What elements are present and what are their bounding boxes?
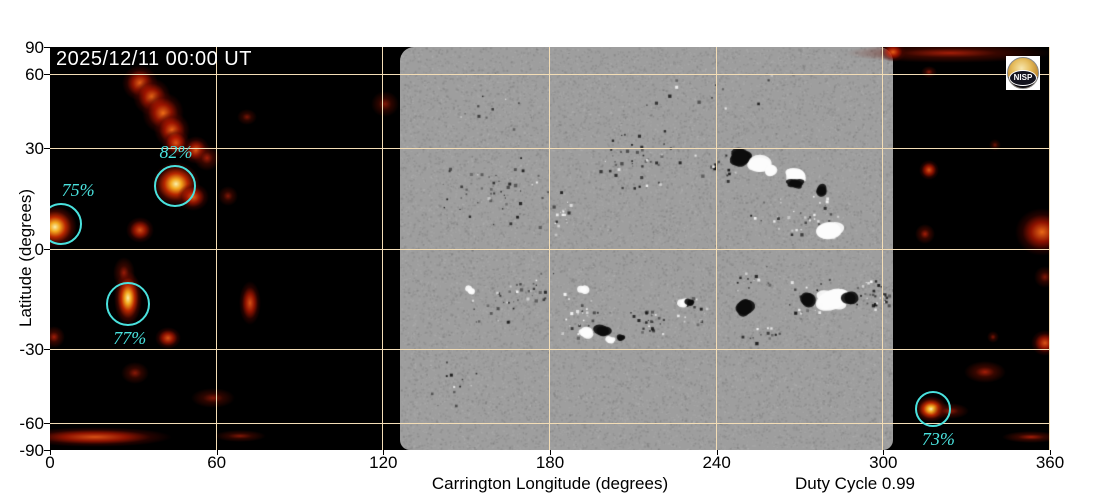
farside-signal-blob — [142, 92, 184, 134]
x-axis-tick — [717, 450, 718, 455]
gridline — [50, 74, 1050, 75]
x-axis-tick-label: 300 — [869, 453, 898, 472]
gridline — [50, 249, 1050, 250]
x-axis-tick — [550, 450, 551, 455]
x-axis-tick-label: 120 — [369, 453, 398, 472]
observation-date-label: 2025/12/11 00:00 UT — [56, 48, 252, 70]
detection-circle — [154, 165, 196, 208]
x-axis-tick-label: 60 — [207, 453, 227, 472]
x-axis-tick-label: 180 — [535, 453, 565, 472]
detection-probability-label: 73% — [921, 429, 955, 450]
plot-area: 75% 82% 77% 73% 2025/12/11 00:00 UT NISP — [50, 47, 1050, 450]
duty-cycle-label: Duty Cycle 0.99 — [795, 474, 915, 493]
farside-signal-blob — [125, 217, 155, 243]
detection-probability-label: 82% — [159, 142, 193, 163]
detection-circle — [915, 391, 952, 428]
y-axis-tick-label: 90 — [25, 38, 44, 57]
x-axis-tick — [883, 450, 884, 455]
detection-probability-label: 75% — [61, 179, 95, 200]
farside-signal-blob — [919, 160, 939, 180]
x-axis-tick — [1050, 450, 1051, 455]
farside-signal-blob — [1002, 430, 1050, 444]
y-axis-label: Latitude (degrees) — [16, 189, 35, 327]
farside-signal-blob — [237, 109, 257, 125]
detection-probability-label: 77% — [113, 328, 147, 349]
y-axis-tick-label: -30 — [19, 340, 44, 360]
farside-signal-blob — [1033, 265, 1050, 289]
farside-signal-blob — [921, 65, 937, 79]
farside-signal-blob — [218, 186, 238, 206]
farside-signal-blob — [190, 388, 236, 408]
farside-signal-blob — [988, 138, 1002, 152]
farside-signal-blob — [155, 326, 181, 350]
x-axis-tick — [383, 450, 384, 455]
x-axis-label: Carrington Longitude (degrees) — [431, 474, 669, 493]
farside-signal-blob — [132, 77, 172, 117]
x-axis-tick — [217, 450, 218, 455]
y-axis-tick — [44, 450, 50, 451]
detection-circle — [50, 202, 83, 245]
gridline — [1049, 47, 1050, 450]
x-axis-tick-label: 240 — [702, 453, 731, 472]
farside-signal-blob — [986, 330, 1000, 344]
farside-signal-blob — [50, 325, 66, 349]
x-axis-tick — [50, 450, 51, 455]
y-axis-tick-label: 0 — [34, 239, 44, 259]
farside-signal-blob — [50, 427, 172, 447]
nearside-magnetogram-region — [400, 47, 893, 450]
y-axis-tick-label: -90 — [19, 441, 44, 460]
gridline — [50, 423, 1050, 424]
farside-signal-blob — [915, 224, 935, 244]
y-axis-tick-label: 30 — [25, 138, 44, 158]
gridline — [382, 47, 383, 450]
x-axis-tick-label: 0 — [45, 453, 55, 472]
nisp-logo: NISP — [1006, 56, 1040, 90]
farside-signal-blob — [964, 360, 1006, 384]
y-axis-label-wrap: Latitude (degrees) — [8, 8, 35, 492]
farside-signal-blob — [370, 91, 400, 117]
farside-signal-blob — [120, 361, 150, 385]
sun-icon: NISP — [1007, 57, 1039, 89]
gridline — [716, 47, 717, 450]
detection-circle — [105, 282, 150, 327]
y-axis-tick-label: -60 — [19, 414, 44, 433]
gridline — [50, 148, 1050, 149]
farside-signal-blob — [214, 429, 266, 443]
logo-oval: NISP — [1009, 69, 1037, 86]
gridline — [549, 47, 550, 450]
gridline — [50, 349, 1050, 350]
farside-signal-blob — [1030, 330, 1050, 356]
gridline — [882, 47, 883, 450]
logo-text: NISP — [1013, 73, 1033, 83]
y-axis-tick-label: 60 — [25, 64, 44, 84]
gridline — [216, 47, 217, 450]
farside-signal-blob — [238, 280, 262, 326]
x-axis-tick-label: 360 — [1035, 453, 1065, 472]
